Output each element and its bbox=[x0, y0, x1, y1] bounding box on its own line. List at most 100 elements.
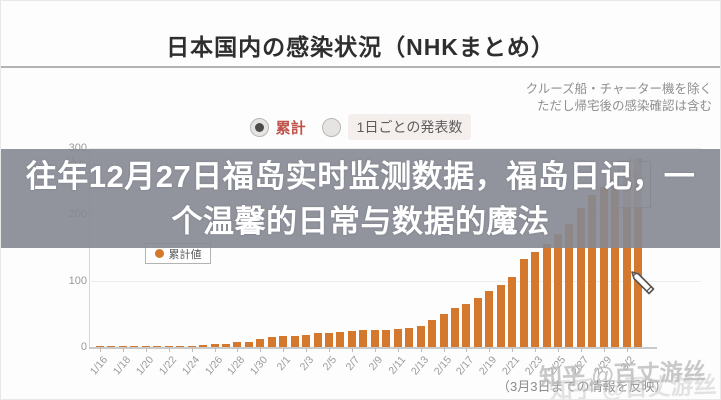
bar[interactable] bbox=[325, 333, 333, 347]
x-tick-mark bbox=[512, 348, 514, 352]
bar[interactable] bbox=[588, 194, 597, 347]
bar[interactable] bbox=[508, 277, 517, 347]
bar[interactable] bbox=[576, 207, 585, 347]
x-tick-mark bbox=[306, 348, 308, 352]
bar[interactable] bbox=[439, 313, 448, 347]
bar[interactable] bbox=[359, 330, 368, 347]
x-tick-label: 1/20 bbox=[133, 354, 156, 378]
bar[interactable] bbox=[416, 325, 425, 347]
bar[interactable] bbox=[542, 243, 551, 347]
x-tick-label: 2/17 bbox=[454, 354, 477, 378]
x-tick-mark bbox=[283, 348, 285, 352]
bar[interactable] bbox=[141, 346, 150, 347]
bar[interactable] bbox=[565, 223, 574, 347]
bar[interactable] bbox=[370, 329, 379, 347]
pencil-cursor-icon[interactable] bbox=[629, 269, 659, 299]
bar[interactable] bbox=[199, 345, 208, 347]
bar[interactable] bbox=[450, 307, 459, 347]
bar[interactable] bbox=[164, 346, 173, 347]
bar[interactable] bbox=[302, 335, 311, 347]
x-tick-mark bbox=[237, 348, 239, 352]
series-legend-label: 累計値 bbox=[168, 248, 202, 261]
radio-unselected-icon[interactable] bbox=[321, 117, 341, 137]
bar[interactable] bbox=[496, 284, 505, 347]
x-tick-mark bbox=[626, 348, 628, 352]
bar[interactable] bbox=[622, 169, 631, 347]
bar[interactable] bbox=[221, 344, 230, 347]
bar[interactable] bbox=[347, 331, 356, 347]
x-tick-mark bbox=[100, 348, 101, 352]
x-tick-mark bbox=[122, 348, 124, 352]
bar[interactable] bbox=[118, 346, 127, 347]
bar[interactable] bbox=[382, 329, 391, 347]
watermark: 知乎 @百丈游丝 bbox=[538, 358, 707, 390]
chart-note-line1: クルーズ船・チャーター機を除く bbox=[525, 82, 712, 96]
series-dot-icon bbox=[154, 249, 164, 258]
bar[interactable] bbox=[176, 346, 185, 347]
bar[interactable] bbox=[107, 346, 116, 347]
bar[interactable] bbox=[96, 346, 104, 347]
bar[interactable] bbox=[393, 329, 402, 347]
series-legend-box: 累計値 bbox=[145, 243, 211, 264]
x-tick-mark bbox=[489, 348, 491, 352]
bar[interactable] bbox=[130, 346, 139, 347]
gridline bbox=[89, 148, 701, 150]
bar[interactable] bbox=[290, 335, 299, 347]
bar[interactable] bbox=[187, 345, 196, 347]
bar[interactable] bbox=[428, 320, 437, 347]
radio-selected-icon[interactable] bbox=[249, 117, 269, 137]
x-tick-label: 2/7 bbox=[343, 354, 363, 373]
x-tick-label: 2/19 bbox=[477, 354, 500, 378]
bar[interactable] bbox=[244, 341, 253, 347]
bar[interactable] bbox=[210, 344, 219, 347]
x-tick-mark bbox=[580, 348, 582, 352]
x-tick-label: 2/11 bbox=[386, 354, 408, 377]
x-tick-mark bbox=[603, 348, 605, 352]
toggle-cumulative[interactable]: 累計 bbox=[249, 117, 306, 138]
bar[interactable] bbox=[279, 335, 288, 347]
x-tick-mark bbox=[191, 348, 193, 352]
chart-note-line2: ただし帰宅後の感染確認は含む bbox=[536, 99, 712, 113]
caption-line2: 个温馨的日常与数据的魔法 bbox=[171, 203, 550, 239]
toggle-cumulative-label: 累計 bbox=[275, 119, 306, 137]
y-tick-label: 0 bbox=[80, 341, 87, 353]
caption-line1: 往年12月27日福岛实时监测数据，福岛日记，一 bbox=[25, 158, 696, 194]
bar[interactable] bbox=[473, 297, 482, 347]
page-title: 日本国内の感染状況（NHKまとめ） bbox=[166, 34, 555, 60]
bar[interactable] bbox=[519, 259, 528, 347]
x-tick-mark bbox=[397, 348, 399, 352]
y-tick-label: 100 bbox=[68, 274, 87, 287]
x-tick-label: 2/13 bbox=[408, 354, 431, 378]
bar[interactable] bbox=[611, 178, 620, 347]
bar[interactable] bbox=[462, 303, 471, 347]
toggle-daily-label: 1日ごとの発表数 bbox=[347, 114, 472, 140]
x-tick-label: 2/9 bbox=[366, 354, 385, 373]
bar[interactable] bbox=[313, 333, 322, 347]
x-tick-label: 2/15 bbox=[431, 354, 454, 378]
chart-footnote: （3月3日までの情報を反映） bbox=[497, 379, 668, 394]
bar[interactable] bbox=[256, 339, 265, 347]
bar[interactable] bbox=[634, 158, 643, 347]
x-tick-mark bbox=[214, 348, 216, 352]
bar[interactable] bbox=[405, 328, 414, 347]
bar[interactable] bbox=[599, 187, 608, 347]
gridline bbox=[89, 280, 701, 282]
x-tick-mark bbox=[260, 348, 262, 352]
bar[interactable] bbox=[554, 234, 562, 347]
x-tick-mark bbox=[420, 348, 422, 352]
bar[interactable] bbox=[531, 251, 540, 347]
view-toggle: 累計 1日ごとの発表数 bbox=[1, 114, 720, 140]
x-tick-mark bbox=[443, 348, 445, 352]
x-tick-mark bbox=[535, 348, 537, 352]
bar[interactable] bbox=[153, 346, 162, 347]
x-tick-label: 1/18 bbox=[110, 354, 134, 378]
bar[interactable] bbox=[233, 342, 242, 347]
bar[interactable] bbox=[485, 291, 494, 347]
x-tick-mark bbox=[374, 348, 376, 352]
x-tick-label: 1/16 bbox=[87, 354, 111, 378]
caption-overlay: 往年12月27日福岛实时监测数据，福岛日记，一 个温馨的日常与数据的魔法 bbox=[1, 149, 720, 248]
toggle-daily[interactable]: 1日ごとの発表数 bbox=[321, 114, 472, 140]
bar[interactable] bbox=[336, 332, 345, 347]
bar[interactable] bbox=[267, 337, 276, 347]
x-tick-label: 2/1 bbox=[274, 354, 294, 373]
